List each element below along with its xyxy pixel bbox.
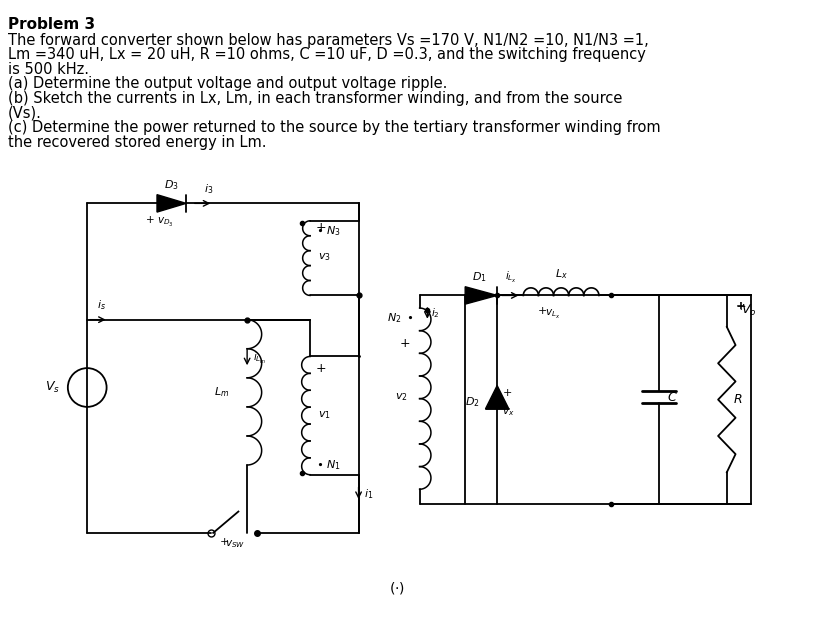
Text: is 500 kHz.: is 500 kHz.: [7, 62, 88, 77]
Text: (a) Determine the output voltage and output voltage ripple.: (a) Determine the output voltage and out…: [7, 77, 446, 91]
Text: $C$: $C$: [666, 391, 676, 404]
Text: $+$: $+$: [501, 387, 512, 398]
Text: $\bullet\ N_1$: $\bullet\ N_1$: [315, 458, 341, 472]
Text: $v_1$: $v_1$: [318, 408, 330, 420]
Text: $v_{L_x}$: $v_{L_x}$: [544, 308, 559, 321]
Polygon shape: [464, 287, 496, 304]
Text: $i_1$: $i_1$: [364, 487, 373, 501]
Text: $V_s$: $V_s$: [45, 380, 60, 395]
Text: $L_x$: $L_x$: [554, 267, 567, 281]
Text: (c) Determine the power returned to the source by the tertiary transformer windi: (c) Determine the power returned to the …: [7, 120, 659, 135]
Text: $v_3$: $v_3$: [318, 251, 330, 263]
Polygon shape: [485, 386, 508, 409]
Text: $v_{SW}$: $v_{SW}$: [224, 538, 245, 550]
Text: $i_{L_x}$: $i_{L_x}$: [505, 269, 516, 285]
Text: $(\cdot)$: $(\cdot)$: [389, 580, 405, 596]
Text: $D_2$: $D_2$: [464, 395, 479, 409]
Text: $D_3$: $D_3$: [164, 178, 179, 192]
Text: $+$: $+$: [219, 536, 229, 548]
Text: $\bullet\ N_3$: $\bullet\ N_3$: [315, 224, 341, 237]
Text: $+$: $+$: [398, 337, 410, 350]
Text: the recovered stored energy in Lm.: the recovered stored energy in Lm.: [7, 135, 266, 150]
Text: $i_{L_m}$: $i_{L_m}$: [252, 351, 266, 366]
Text: $i_2$: $i_2$: [431, 306, 440, 320]
Text: $V_o$: $V_o$: [740, 302, 756, 318]
Text: $v_2$: $v_2$: [395, 391, 408, 403]
Text: $R$: $R$: [731, 393, 741, 406]
Text: $+$: $+$: [734, 300, 745, 313]
Text: $L_m$: $L_m$: [215, 386, 229, 399]
Text: Lm =340 uH, Lx = 20 uH, R =10 ohms, C =10 uF, D =0.3, and the switching frequenc: Lm =340 uH, Lx = 20 uH, R =10 ohms, C =1…: [7, 48, 645, 62]
Text: $D_1$: $D_1$: [472, 270, 486, 284]
Text: $+$: $+$: [314, 362, 326, 375]
Text: $+$: $+$: [536, 305, 546, 316]
Text: $i_3$: $i_3$: [203, 182, 213, 196]
Text: (b) Sketch the currents in Lx, Lm, in each transformer winding, and from the sou: (b) Sketch the currents in Lx, Lm, in ea…: [7, 91, 622, 106]
Text: (Vs).: (Vs).: [7, 106, 42, 121]
Text: Problem 3: Problem 3: [7, 17, 95, 32]
Text: $i_s$: $i_s$: [97, 298, 106, 312]
Text: $+$: $+$: [734, 300, 744, 311]
Text: $v_x$: $v_x$: [501, 406, 514, 418]
Text: $+\ v_{D_3}$: $+\ v_{D_3}$: [145, 215, 174, 229]
Text: $+$: $+$: [314, 221, 326, 234]
Text: The forward converter shown below has parameters Vs =170 V, N1/N2 =10, N1/N3 =1,: The forward converter shown below has pa…: [7, 33, 648, 48]
Polygon shape: [156, 195, 186, 212]
Text: $N_2\ \bullet$: $N_2\ \bullet$: [387, 311, 414, 324]
